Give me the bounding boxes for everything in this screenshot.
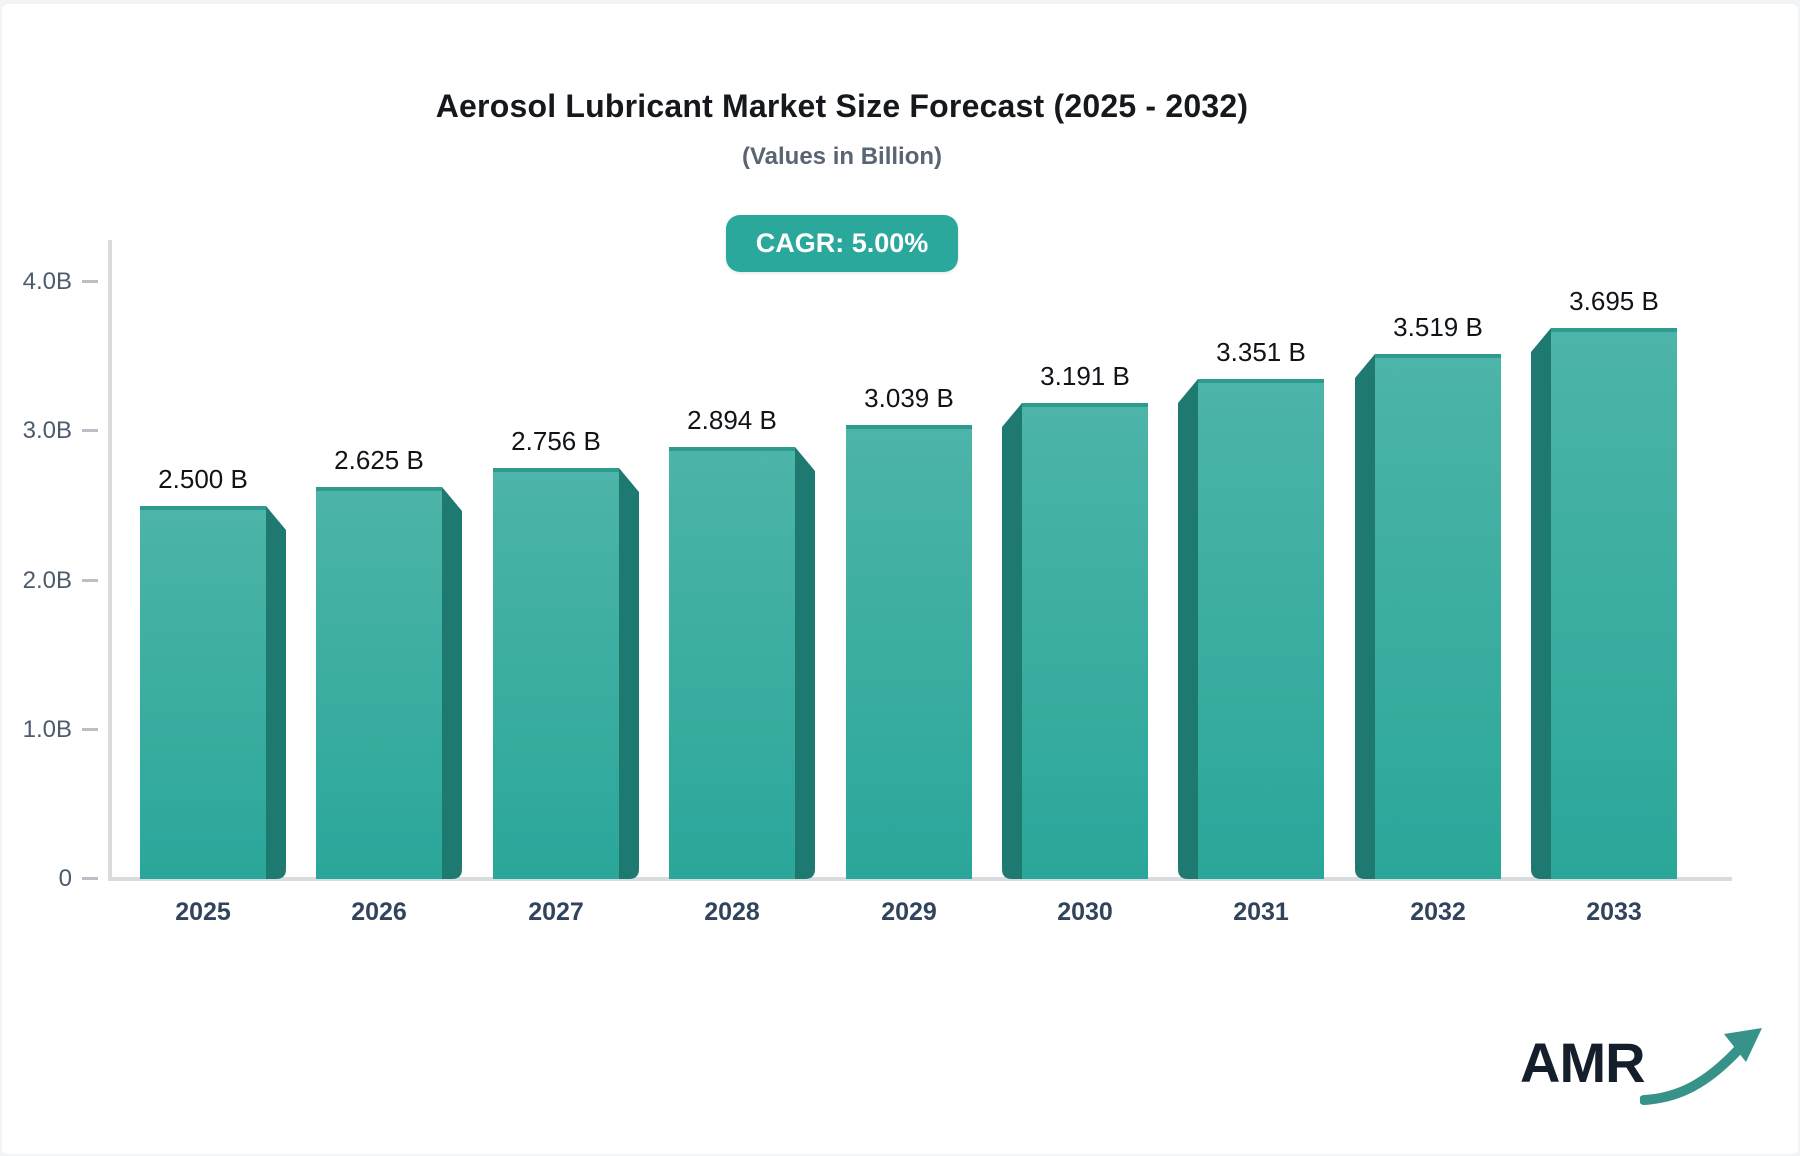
bar-value-label: 2.894 B	[687, 405, 777, 435]
x-tick-label: 2029	[881, 898, 937, 926]
bar-side-face	[1002, 403, 1022, 879]
y-tick-label: 3.0B	[22, 417, 72, 445]
bar-top-edge	[1551, 328, 1677, 332]
bar-side-face	[1178, 379, 1198, 879]
bar-top-edge	[669, 447, 795, 451]
bar-chart: 4.0B 3.0B 2.0B 1.0B 0 2.500 B 2025 2.625 B 2026 2…	[2, 4, 1798, 1154]
cagr-badge: CAGR: 5.00%	[725, 215, 959, 272]
bar-shape	[140, 506, 286, 879]
bar-top-edge	[316, 487, 442, 491]
bar-front-face	[1198, 379, 1324, 879]
bar-shape	[1002, 403, 1148, 879]
x-tick-label: 2032	[1410, 898, 1466, 926]
bar-side-face	[266, 506, 286, 879]
bar-2028	[669, 447, 815, 879]
bar-shape	[1531, 328, 1677, 879]
x-tick-label: 2025	[175, 898, 231, 926]
bar-value-label: 3.351 B	[1216, 337, 1306, 367]
bar-2033	[1531, 328, 1677, 879]
x-tick-label: 2031	[1233, 898, 1289, 926]
bar-front-face	[140, 506, 266, 879]
chart-header: Aerosol Lubricant Market Size Forecast (…	[2, 4, 1682, 272]
bar-2032	[1355, 354, 1501, 879]
trend-arrow-icon	[1640, 1028, 1762, 1105]
bar-value-label: 3.519 B	[1393, 312, 1483, 342]
bar-front-face	[493, 468, 619, 879]
bar-value-label: 2.625 B	[334, 445, 424, 475]
bar-side-face	[795, 447, 815, 879]
y-tick-mark	[82, 877, 98, 880]
bar-2025	[140, 506, 286, 879]
y-axis-line	[108, 240, 112, 881]
bar-top-edge	[493, 468, 619, 472]
bar-shape	[669, 447, 815, 879]
bar-value-label: 2.756 B	[511, 426, 601, 456]
y-tick-label: 0	[58, 865, 72, 892]
chart-card: Aerosol Lubricant Market Size Forecast (…	[2, 4, 1798, 1154]
bar-value-label: 3.191 B	[1040, 361, 1130, 391]
bar-side-face	[442, 487, 462, 879]
y-tick-mark	[82, 280, 98, 283]
bar-value-label: 3.039 B	[864, 383, 954, 413]
bar-side-face	[619, 468, 639, 879]
bar-front-face	[1022, 403, 1148, 879]
bar-top-edge	[140, 506, 266, 510]
bar-side-face	[1355, 354, 1375, 879]
y-tick-label: 2.0B	[22, 566, 72, 594]
bar-front-face	[669, 447, 795, 879]
bar-shape	[493, 468, 639, 879]
bar-shape	[846, 425, 972, 879]
chart-subtitle: (Values in Billion)	[741, 143, 943, 170]
y-tick-label: 1.0B	[22, 715, 72, 743]
x-tick-label: 2027	[528, 898, 584, 926]
bar-2027	[493, 468, 639, 879]
x-tick-label: 2028	[704, 898, 760, 926]
bar-2029	[846, 425, 972, 879]
bar-value-label: 2.500 B	[158, 464, 248, 494]
x-tick-label: 2033	[1586, 898, 1642, 926]
bar-front-face	[316, 487, 442, 879]
chart-title: Aerosol Lubricant Market Size Forecast (…	[435, 88, 1249, 124]
bar-top-edge	[1022, 403, 1148, 407]
bar-front-face	[846, 425, 972, 879]
bar-value-label: 3.695 B	[1569, 286, 1659, 316]
y-tick-mark	[82, 727, 98, 731]
bar-2030	[1002, 403, 1148, 879]
amr-logo: AMR	[1520, 1018, 1762, 1118]
bar-top-edge	[846, 425, 972, 429]
bar-top-edge	[1198, 379, 1324, 383]
x-tick-label: 2026	[351, 898, 407, 926]
bar-2031	[1178, 379, 1324, 879]
bar-front-face	[1375, 354, 1501, 879]
bar-front-face	[1551, 328, 1677, 879]
bar-top-edge	[1375, 354, 1501, 358]
y-tick-label: 4.0B	[22, 268, 72, 295]
bar-side-face	[1531, 328, 1551, 879]
x-tick-label: 2030	[1057, 898, 1113, 926]
y-tick-mark	[82, 578, 98, 582]
bar-2026	[316, 487, 462, 879]
y-tick-mark	[82, 429, 98, 433]
amr-logo-text: AMR	[1520, 1031, 1646, 1094]
bar-shape	[316, 487, 462, 879]
x-axis-line	[108, 877, 1732, 881]
bar-shape	[1355, 354, 1501, 879]
bar-shape	[1178, 379, 1324, 879]
